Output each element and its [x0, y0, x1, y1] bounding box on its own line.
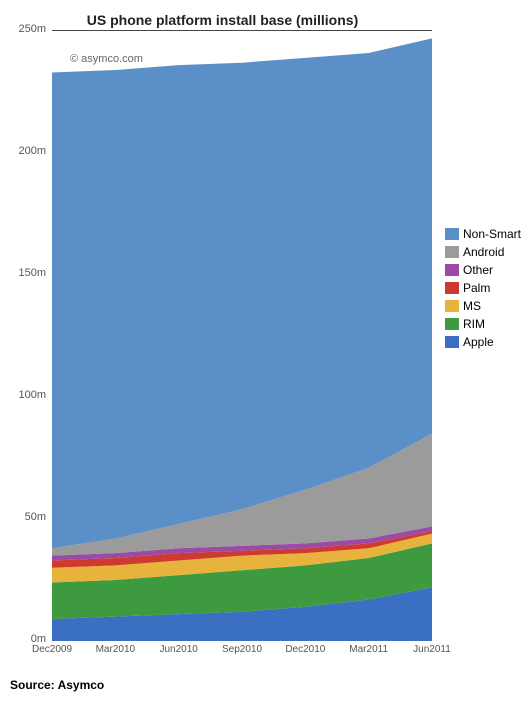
legend-item-palm: Palm	[445, 279, 521, 297]
legend-swatch	[445, 318, 459, 330]
area-chart-svg	[52, 31, 432, 641]
y-tick-label: 250m	[0, 23, 46, 35]
legend-label: RIM	[463, 317, 485, 331]
legend-swatch	[445, 264, 459, 276]
legend-swatch	[445, 300, 459, 312]
legend-swatch	[445, 282, 459, 294]
legend-item-nonsmart: Non-Smart	[445, 225, 521, 243]
chart-title: US phone platform install base (millions…	[0, 12, 445, 28]
legend-label: Apple	[463, 335, 494, 349]
y-tick-label: 50m	[0, 511, 46, 523]
x-tick-label: Jun2010	[159, 644, 197, 655]
x-tick-label: Dec2009	[32, 644, 72, 655]
x-tick-label: Mar2010	[96, 644, 135, 655]
legend-item-android: Android	[445, 243, 521, 261]
x-tick-label: Jun2011	[413, 644, 451, 655]
legend-label: Non-Smart	[463, 227, 521, 241]
legend-item-ms: MS	[445, 297, 521, 315]
x-tick-label: Sep2010	[222, 644, 262, 655]
legend: Non-Smart Android Other Palm MS RIM Apple	[445, 225, 521, 351]
legend-item-apple: Apple	[445, 333, 521, 351]
legend-swatch	[445, 246, 459, 258]
y-tick-label: 200m	[0, 145, 46, 157]
legend-swatch	[445, 336, 459, 348]
legend-label: Palm	[463, 281, 490, 295]
plot-area: © asymco.com	[52, 30, 432, 641]
legend-item-rim: RIM	[445, 315, 521, 333]
x-tick-label: Mar2011	[349, 644, 388, 655]
legend-label: Other	[463, 263, 493, 277]
legend-swatch	[445, 228, 459, 240]
y-tick-label: 150m	[0, 267, 46, 279]
legend-item-other: Other	[445, 261, 521, 279]
source-caption: Source: Asymco	[10, 678, 104, 692]
copyright-text: © asymco.com	[70, 53, 143, 65]
chart-container: US phone platform install base (millions…	[0, 0, 526, 720]
legend-label: MS	[463, 299, 481, 313]
x-tick-label: Dec2010	[285, 644, 325, 655]
y-tick-label: 100m	[0, 389, 46, 401]
legend-label: Android	[463, 245, 504, 259]
